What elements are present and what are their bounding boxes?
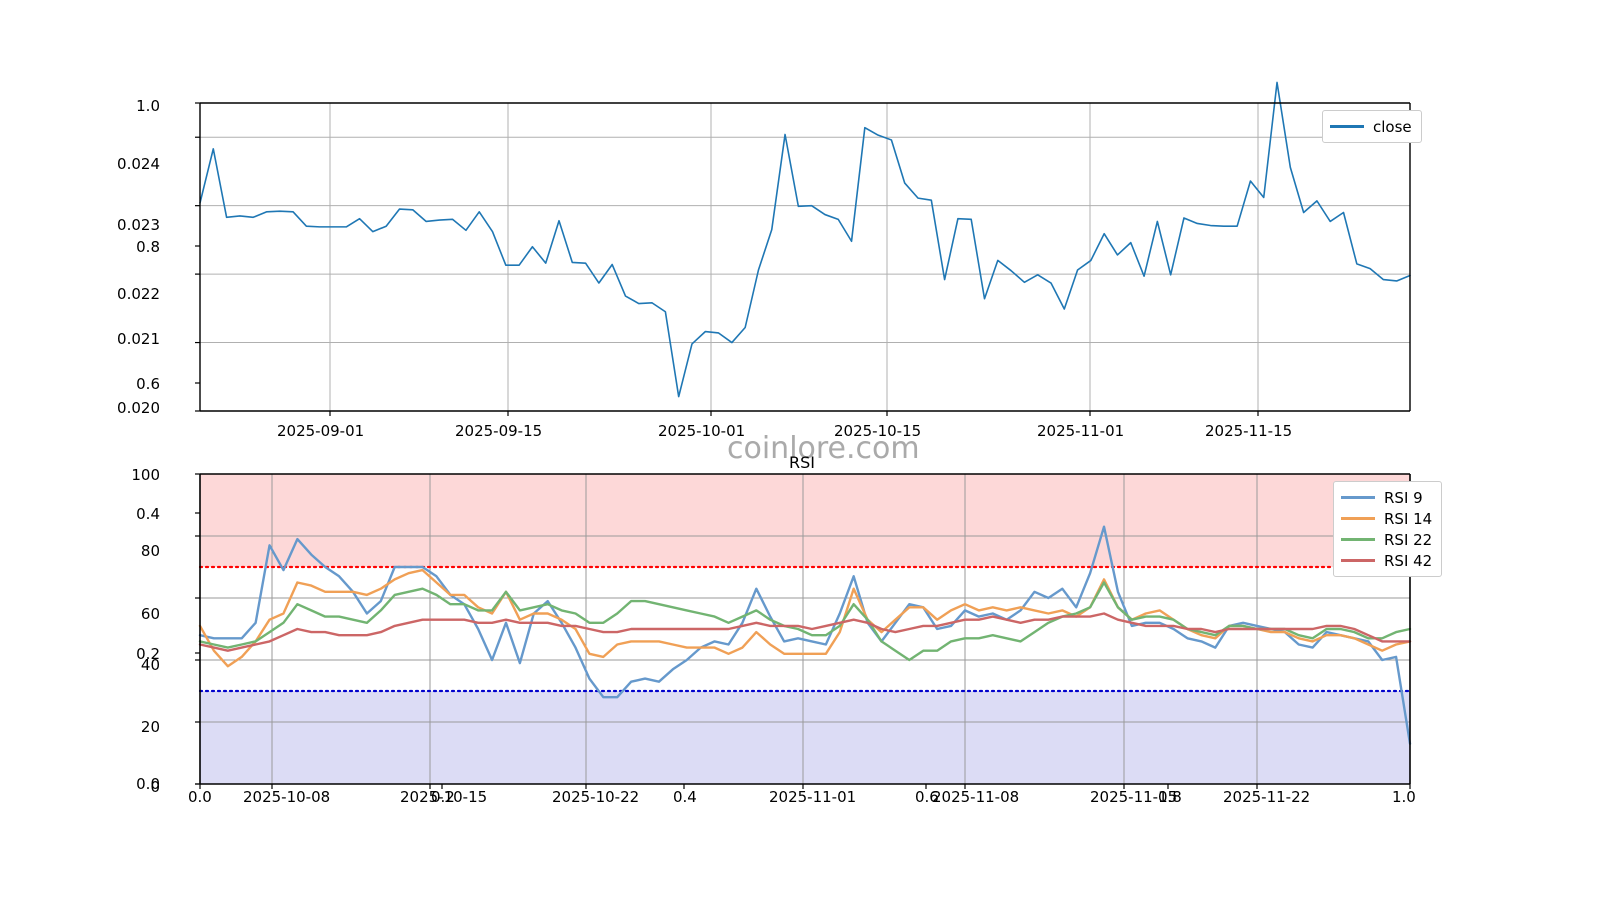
rsi-ytick-60: 60 <box>140 605 160 623</box>
watermark-coinlore: coinlore.com <box>727 431 920 466</box>
legend-item-rsi-22: RSI 22 <box>1341 529 1432 550</box>
price-norm-ytick-1.0: 1.0 <box>136 97 160 115</box>
price-xtick-1: 2025-09-15 <box>455 422 543 440</box>
rsi-xtick-date-6: 2025-11-22 <box>1223 788 1311 806</box>
rsi-ytick-40: 40 <box>140 656 160 674</box>
rsi-panel-title: RSI <box>789 453 815 472</box>
legend-item-rsi-42: RSI 42 <box>1341 550 1432 571</box>
price-line-close <box>199 81 1411 398</box>
price-xtick-0: 2025-09-01 <box>277 422 365 440</box>
legend-swatch-rsi-42 <box>1341 559 1375 562</box>
rsi-norm-ytick-0.0: 0.0 <box>136 775 160 793</box>
legend-label-rsi-9: RSI 9 <box>1384 488 1423 507</box>
legend-item-rsi-14: RSI 14 <box>1341 508 1432 529</box>
price-plot-bg <box>200 103 1410 411</box>
legend-swatch-close <box>1330 125 1364 128</box>
price-ytick-0.024: 0.024 <box>117 155 160 173</box>
rsi-xtick-date-5: 2025-11-15 <box>1090 788 1178 806</box>
legend-swatch-rsi-14 <box>1341 517 1375 520</box>
rsi-xtick-date-2: 2025-10-22 <box>552 788 640 806</box>
legend-label-rsi-14: RSI 14 <box>1384 509 1433 528</box>
rsi-ytick-100: 100 <box>131 466 160 484</box>
price-xtick-2: 2025-10-01 <box>658 422 746 440</box>
rsi-xtick-date-1: 2025-10-15 <box>400 788 488 806</box>
rsi-xtick-norm-2: 0.4 <box>673 788 697 806</box>
rsi-norm-ytick-0.2: 0.2 <box>136 645 160 663</box>
price-norm-ytick-0.6: 0.6 <box>136 375 160 393</box>
rsi-line-rsi-22 <box>198 581 1412 662</box>
rsi-xtick-norm-3: 0.6 <box>915 788 939 806</box>
rsi-oversold-band <box>200 691 1410 784</box>
price-xtick-4: 2025-11-01 <box>1037 422 1125 440</box>
price-ytick-0.023: 0.023 <box>117 216 160 234</box>
legend-item-rsi-9: RSI 9 <box>1341 487 1432 508</box>
rsi-xtick-norm-4: 0.8 <box>1158 788 1182 806</box>
price-ytick-0.022: 0.022 <box>117 285 160 303</box>
price-ytick-0.021: 0.021 <box>117 330 160 348</box>
rsi-xtick-norm-1: 0.2 <box>431 788 455 806</box>
rsi-xtick-date-3: 2025-11-01 <box>769 788 857 806</box>
rsi-ytick-0: 0 <box>150 778 160 796</box>
legend-label-rsi-22: RSI 22 <box>1384 530 1433 549</box>
price-xtick-3: 2025-10-15 <box>834 422 922 440</box>
rsi-ytick-80: 80 <box>140 542 160 560</box>
legend-label-close: close <box>1373 117 1412 136</box>
rsi-xtick-norm-5: 1.0 <box>1392 788 1416 806</box>
legend-label-rsi-42: RSI 42 <box>1384 551 1433 570</box>
rsi-xtick-date-0: 2025-10-08 <box>243 788 331 806</box>
rsi-line-rsi-9 <box>198 525 1412 745</box>
legend-swatch-rsi-9 <box>1341 496 1375 499</box>
price-ytick-0.020: 0.020 <box>117 399 160 417</box>
rsi-line-rsi-42 <box>198 612 1412 652</box>
rsi-overbought-band <box>200 474 1410 567</box>
rsi-legend: RSI 9 RSI 14 RSI 22 RSI 42 <box>1333 481 1443 577</box>
rsi-norm-ytick-0.4: 0.4 <box>136 505 160 523</box>
rsi-ytick-20: 20 <box>140 718 160 736</box>
legend-swatch-rsi-22 <box>1341 538 1375 541</box>
legend-item-close: close <box>1330 116 1412 137</box>
rsi-xtick-date-4: 2025-11-08 <box>932 788 1020 806</box>
price-legend: close <box>1322 110 1422 143</box>
rsi-line-rsi-14 <box>198 568 1412 668</box>
price-xtick-5: 2025-11-15 <box>1205 422 1293 440</box>
price-norm-ytick-0.8: 0.8 <box>136 238 160 256</box>
rsi-xtick-norm-0: 0.0 <box>188 788 212 806</box>
